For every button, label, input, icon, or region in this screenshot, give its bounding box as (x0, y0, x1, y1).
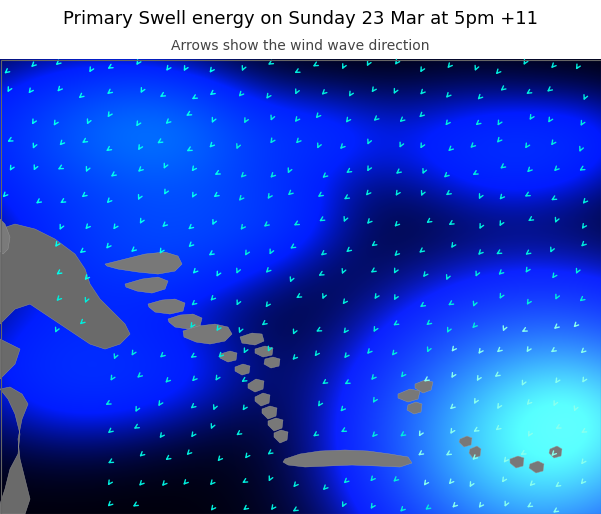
Polygon shape (469, 446, 481, 458)
Polygon shape (148, 299, 185, 314)
Polygon shape (262, 406, 277, 419)
Polygon shape (459, 436, 472, 447)
Polygon shape (268, 418, 283, 431)
Polygon shape (255, 393, 270, 406)
Polygon shape (125, 277, 168, 293)
Polygon shape (274, 430, 288, 443)
Polygon shape (183, 324, 232, 344)
Polygon shape (235, 364, 250, 375)
Polygon shape (510, 456, 524, 468)
Polygon shape (0, 339, 20, 379)
Polygon shape (168, 314, 202, 329)
Polygon shape (264, 357, 280, 368)
Polygon shape (105, 252, 182, 274)
Text: Arrows show the wind wave direction: Arrows show the wind wave direction (171, 39, 430, 53)
Polygon shape (283, 450, 412, 467)
Polygon shape (407, 402, 422, 414)
Polygon shape (0, 219, 10, 254)
Polygon shape (220, 351, 237, 362)
Polygon shape (255, 346, 273, 357)
Polygon shape (415, 380, 433, 393)
Polygon shape (529, 461, 544, 473)
Text: Primary Swell energy on Sunday 23 Mar at 5pm +11: Primary Swell energy on Sunday 23 Mar at… (63, 10, 538, 28)
Polygon shape (0, 387, 30, 514)
Polygon shape (549, 446, 562, 458)
Polygon shape (248, 379, 264, 392)
Polygon shape (240, 333, 264, 345)
Polygon shape (398, 389, 420, 402)
Polygon shape (0, 224, 130, 349)
